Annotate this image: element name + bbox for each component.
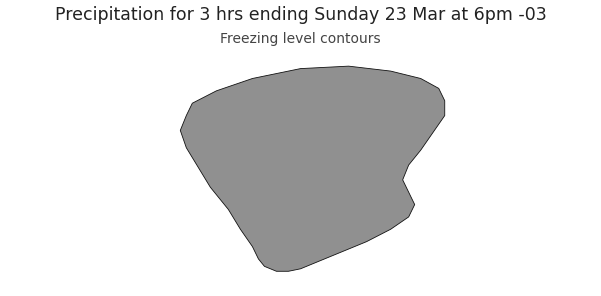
Text: Precipitation for 3 hrs ending Sunday 23 Mar at 6pm -03: Precipitation for 3 hrs ending Sunday 23… — [55, 6, 546, 24]
Text: Freezing level contours: Freezing level contours — [220, 32, 381, 46]
Polygon shape — [180, 66, 445, 271]
